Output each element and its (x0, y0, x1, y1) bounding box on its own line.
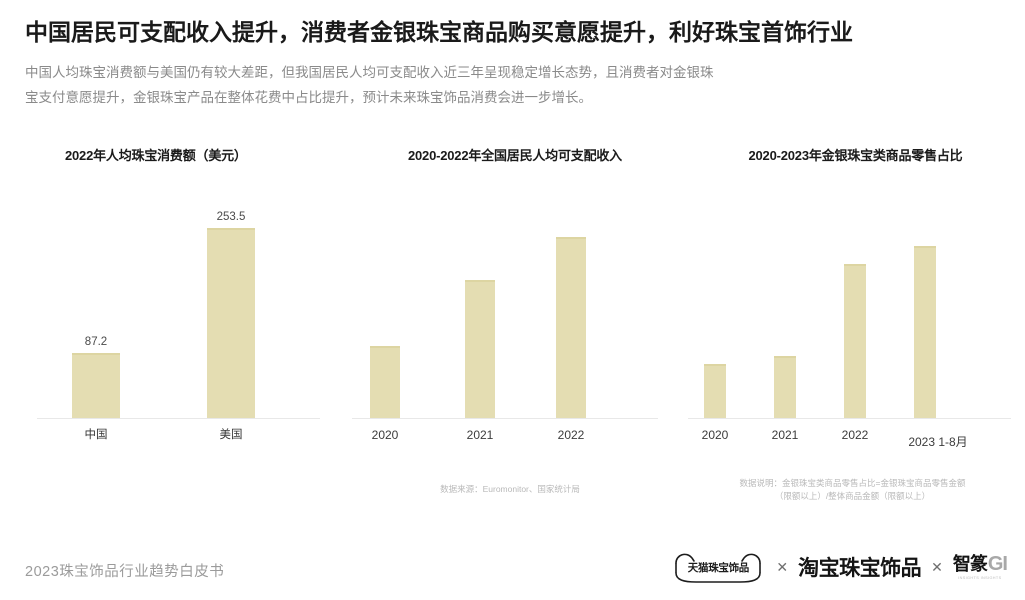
x-tick-2021: 2021 (771, 428, 799, 442)
zhizhuan-gi-logo: 智篆 GI INSIGHTS INSIGHTS (952, 553, 1008, 580)
x-tick-2020: 2020 (371, 428, 399, 442)
charts-container: 2022年人均珠宝消费额（美元） 87.2 中国 253.5 美国 2020-2… (0, 145, 1025, 535)
bar-2022[interactable] (556, 237, 586, 418)
x-tick-2022: 2022 (557, 428, 585, 442)
gi-logo-cn-text: 智篆 (952, 554, 988, 574)
axis-baseline (688, 418, 1011, 419)
axis-baseline (352, 418, 658, 419)
bar-value-label-usa: 253.5 (216, 211, 246, 223)
chart-footnote-line-2: （限额以上）/整体商品金额（限额以上） (774, 490, 931, 501)
chart-footnote: 数据说明：金银珠宝类商品零售占比=金银珠宝商品零售金额 （限额以上）/整体商品金… (680, 477, 1025, 503)
plot-area: 2020 2021 2022 2023 1-8月 (680, 184, 1025, 449)
chart-panel-per-capita-jewelry-spend: 2022年人均珠宝消费额（美元） 87.2 中国 253.5 美国 (0, 145, 340, 535)
x-tick-2021: 2021 (466, 428, 494, 442)
bar-2021[interactable] (465, 280, 495, 418)
x-tick-2020: 2020 (701, 428, 729, 442)
gi-logo-en-text: GI (987, 553, 1008, 575)
x-tick-2022: 2022 (841, 428, 869, 442)
chart-footnote-line-1: 数据说明：金银珠宝类商品零售占比=金银珠宝商品零售金额 (739, 478, 966, 488)
tmall-cat-outline-icon (675, 553, 762, 583)
page-subtitle: 中国人均珠宝消费额与美国仍有较大差距，但我国居民人均可支配收入近三年呈现稳定增长… (25, 64, 714, 105)
logo-separator-icon-2: ✕ (931, 558, 943, 575)
chart-title: 2022年人均珠宝消费额（美元） (65, 148, 247, 163)
chart-title: 2020-2022年全国居民人均可支配收入 (408, 148, 622, 163)
bar-2021[interactable] (774, 356, 796, 418)
tmall-jewelry-logo: 天猫珠宝饰品 (670, 550, 766, 584)
taobao-jewelry-logo: 淘宝珠宝饰品 (798, 557, 922, 580)
plot-area: 2020 2021 2022 (340, 184, 680, 442)
chart-panel-disposable-income: 2020-2022年全国居民人均可支配收入 2020 2021 2022 数据来… (340, 145, 680, 535)
bar-value-label-china: 87.2 (84, 336, 108, 348)
bar-china[interactable] (72, 353, 120, 418)
footer: 2023珠宝饰品行业趋势白皮书 天猫珠宝饰品 ✕ 淘宝珠宝饰品 ✕ 智篆 GI … (0, 538, 1025, 600)
x-tick-china: 中国 (84, 429, 108, 441)
footer-logos: 天猫珠宝饰品 ✕ 淘宝珠宝饰品 ✕ 智篆 GI INSIGHTS INSIGHT… (670, 550, 1008, 584)
footer-report-title: 2023珠宝饰品行业趋势白皮书 (25, 564, 225, 580)
x-tick-2023-jan-aug: 2023 1-8月 (908, 435, 968, 449)
page-title: 中国居民可支配收入提升，消费者金银珠宝商品购买意愿提升，利好珠宝首饰行业 (25, 19, 853, 45)
bar-2020[interactable] (704, 364, 726, 418)
bar-2023-jan-aug[interactable] (914, 246, 936, 418)
chart-panel-jewelry-retail-share: 2020-2023年金银珠宝类商品零售占比 2020 2021 2022 202… (680, 145, 1025, 535)
plot-area: 87.2 中国 253.5 美国 (25, 184, 340, 441)
bar-2022[interactable] (844, 264, 866, 418)
x-tick-usa: 美国 (219, 429, 243, 441)
tmall-logo-text: 天猫珠宝饰品 (687, 561, 750, 574)
chart-footnote: 数据来源：Euromonitor、国家统计局 (440, 484, 580, 494)
chart-title: 2020-2023年金银珠宝类商品零售占比 (748, 148, 963, 163)
gi-logo-subtitle: INSIGHTS INSIGHTS (958, 575, 1002, 580)
bar-usa[interactable] (207, 228, 255, 418)
axis-baseline (37, 418, 320, 419)
logo-separator-icon-1: ✕ (776, 558, 789, 575)
bar-2020[interactable] (370, 346, 400, 418)
header: 中国居民可支配收入提升，消费者金银珠宝商品购买意愿提升，利好珠宝首饰行业 中国人… (25, 18, 1000, 111)
